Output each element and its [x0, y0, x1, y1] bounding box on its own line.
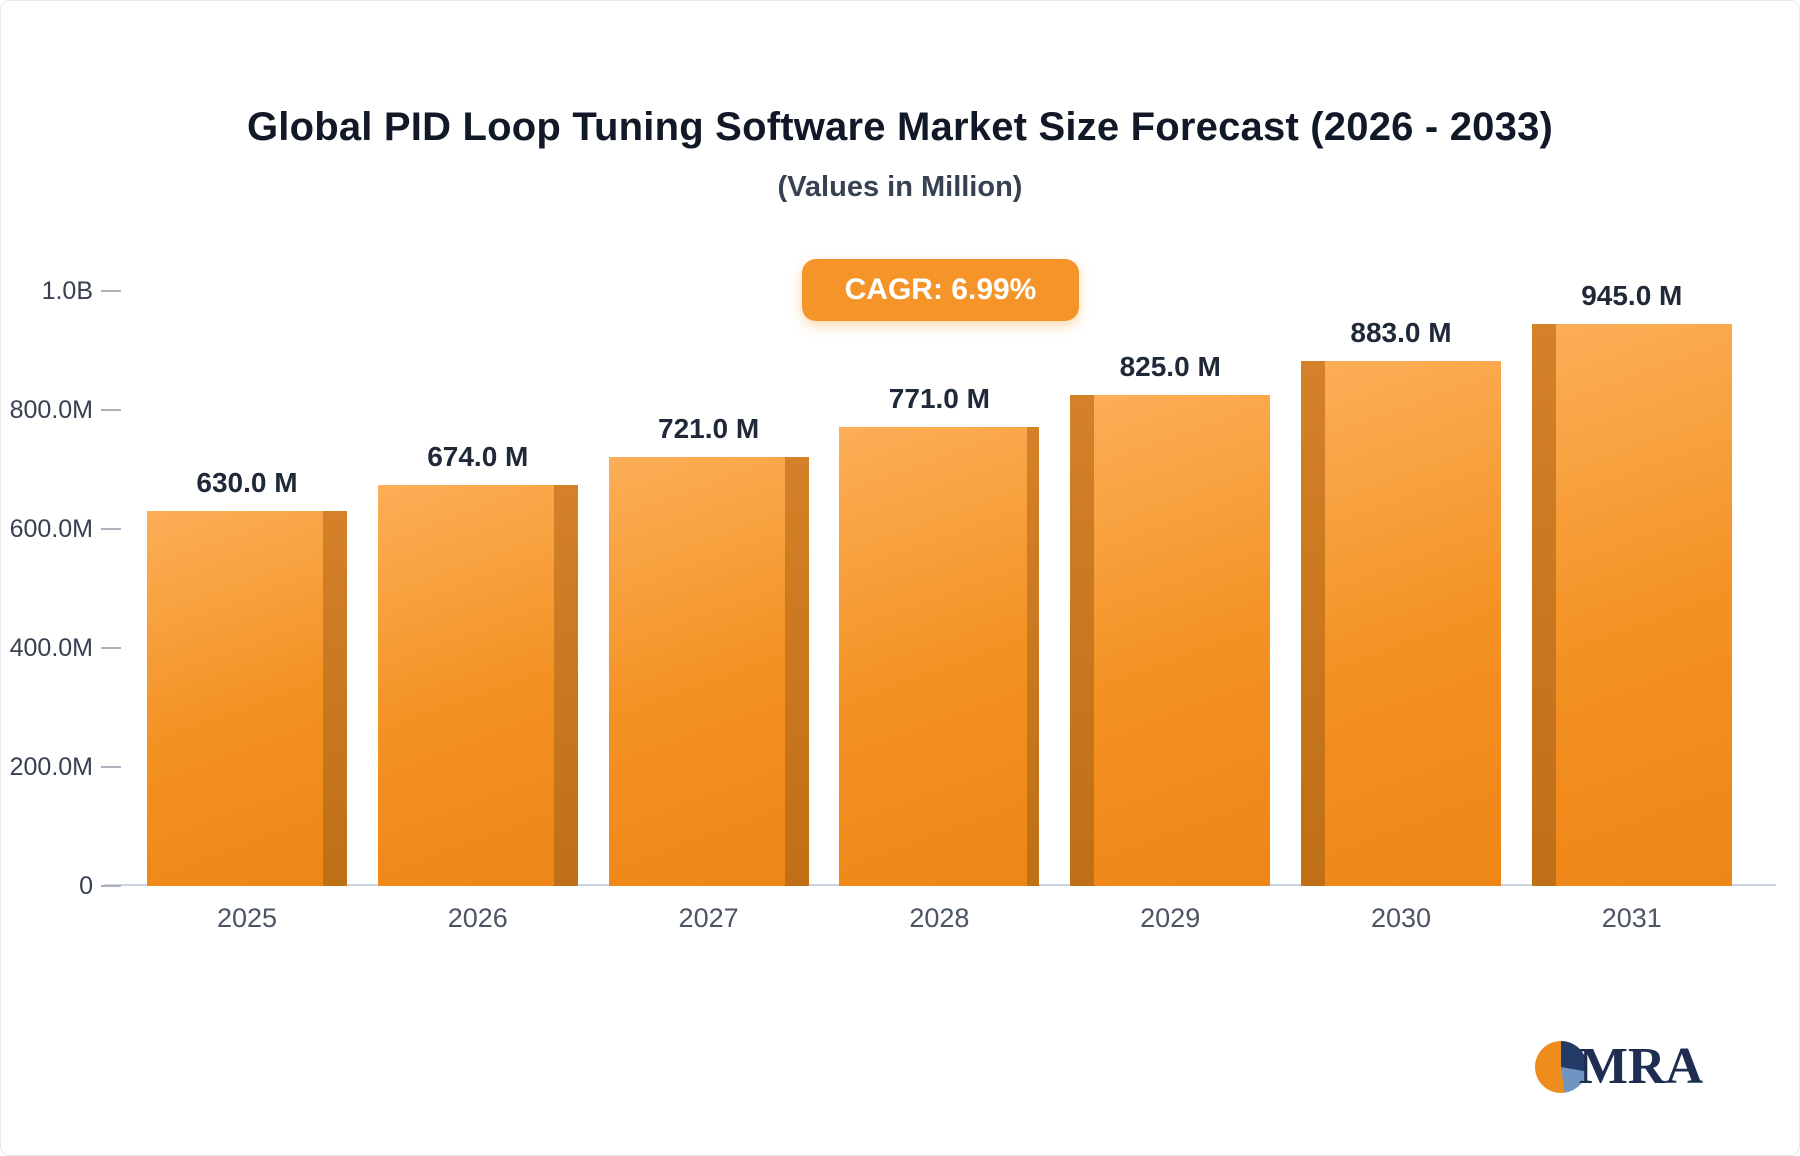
y-axis-tick-label: 600.0M: [9, 515, 93, 543]
cagr-badge: CAGR: 6.99%: [802, 259, 1079, 321]
bar-front-face: [1555, 323, 1732, 886]
bar-value-label: 883.0 M: [1350, 316, 1452, 348]
x-axis-label: 2027: [678, 903, 739, 933]
bar-side-face: [1531, 323, 1556, 886]
y-axis-tick-label: 200.0M: [9, 753, 93, 781]
mra-pie-icon: [1534, 1041, 1587, 1093]
y-axis-tick-label: 800.0M: [9, 396, 93, 424]
x-axis-label: 2029: [1140, 903, 1201, 933]
x-axis-label: 2028: [909, 903, 970, 933]
brand-logo: MRA: [1534, 1038, 1703, 1095]
bar-side-face: [323, 511, 347, 886]
y-axis-tick-mark: [101, 290, 121, 292]
bar-value-label: 721.0 M: [658, 413, 760, 444]
bar-2029: [1070, 395, 1271, 886]
y-axis-tick-mark: [101, 766, 121, 768]
y-axis-tick-label: 1.0B: [41, 277, 93, 305]
bar-2030: [1301, 360, 1501, 886]
chart-title: Global PID Loop Tuning Software Market S…: [246, 105, 1554, 149]
y-axis-tick-label: 0: [79, 872, 93, 900]
bar-2025: [147, 511, 347, 886]
chart-subtitle: (Values in Million): [777, 171, 1023, 203]
y-axis-tick-mark: [101, 528, 121, 530]
bar-value-label: 945.0 M: [1581, 279, 1683, 311]
bar-side-face: [1027, 427, 1040, 886]
bar-2028: [839, 427, 1040, 886]
bar-side-face: [553, 484, 578, 886]
bar-front-face: [377, 484, 554, 886]
y-axis-tick-label: 400.0M: [9, 634, 93, 662]
bar-front-face: [1094, 395, 1271, 886]
bar-2031: [1531, 323, 1732, 886]
x-axis-label: 2031: [1601, 903, 1662, 933]
bar-value-label: 630.0 M: [196, 467, 298, 499]
y-axis-tick-mark: [101, 885, 121, 887]
bar-side-face: [784, 457, 809, 886]
x-axis-label: 2030: [1370, 903, 1432, 933]
brand-logo-text: MRA: [1578, 1038, 1703, 1095]
bar-front-face: [147, 511, 323, 886]
x-axis-label: 2026: [447, 903, 508, 933]
y-axis-tick-mark: [101, 647, 121, 649]
bar-side-face: [1301, 360, 1325, 886]
bar-2026: [377, 484, 578, 886]
bar-front-face: [1325, 360, 1501, 886]
bar-value-label: 674.0 M: [427, 440, 529, 472]
bar-2027: [608, 457, 809, 886]
bar-front-face: [839, 427, 1028, 886]
bar-value-label: 771.0 M: [888, 383, 990, 415]
bar-front-face: [608, 457, 785, 886]
bar-value-label: 825.0 M: [1119, 351, 1221, 383]
y-axis-tick-mark: [101, 409, 121, 411]
x-axis-label: 2025: [216, 903, 278, 933]
bar-side-face: [1070, 395, 1095, 886]
